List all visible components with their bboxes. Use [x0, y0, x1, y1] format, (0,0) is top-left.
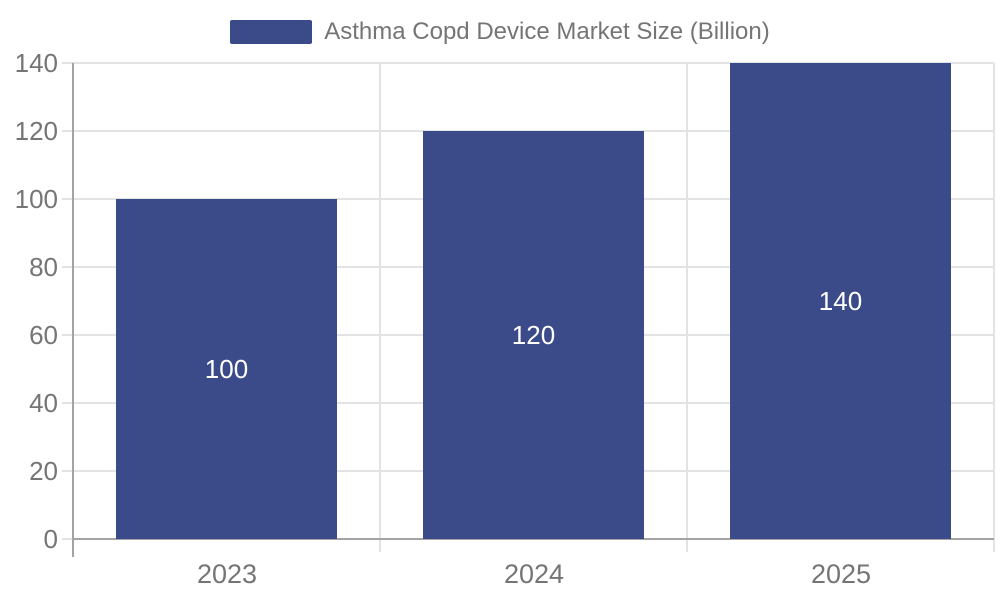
- bar-value-label: 120: [511, 320, 556, 350]
- y-axis-tick-label: 20: [29, 456, 58, 486]
- y-axis-tick-label: 60: [29, 320, 58, 350]
- y-axis-line: [72, 63, 74, 557]
- bar-value-label: 140: [818, 286, 863, 316]
- x-gridline: [993, 63, 995, 552]
- y-axis-tick-label: 0: [43, 524, 58, 554]
- y-axis-tick-label: 80: [29, 252, 58, 282]
- legend-swatch-icon: [230, 20, 313, 44]
- x-axis-tick-label: 2025: [810, 559, 872, 589]
- y-axis-tick-label: 120: [14, 116, 58, 146]
- x-axis-tick-label: 2023: [196, 559, 258, 589]
- x-gridline: [686, 63, 688, 552]
- legend[interactable]: Asthma Copd Device Market Size (Billion): [0, 13, 1000, 51]
- bar-2024[interactable]: 120: [423, 131, 644, 539]
- y-axis-tick-label: 100: [14, 184, 58, 214]
- legend-label: Asthma Copd Device Market Size (Billion): [324, 18, 770, 45]
- bar-value-label: 100: [204, 354, 249, 384]
- x-axis-tick-label: 2024: [503, 559, 565, 589]
- y-gridline: [62, 62, 994, 64]
- x-gridline: [379, 63, 381, 552]
- y-axis-tick-label: 40: [29, 388, 58, 418]
- x-axis-line: [72, 538, 994, 540]
- bar-2025[interactable]: 140: [730, 63, 951, 539]
- bar-2023[interactable]: 100: [116, 199, 337, 539]
- y-axis-tick-label: 140: [14, 48, 58, 78]
